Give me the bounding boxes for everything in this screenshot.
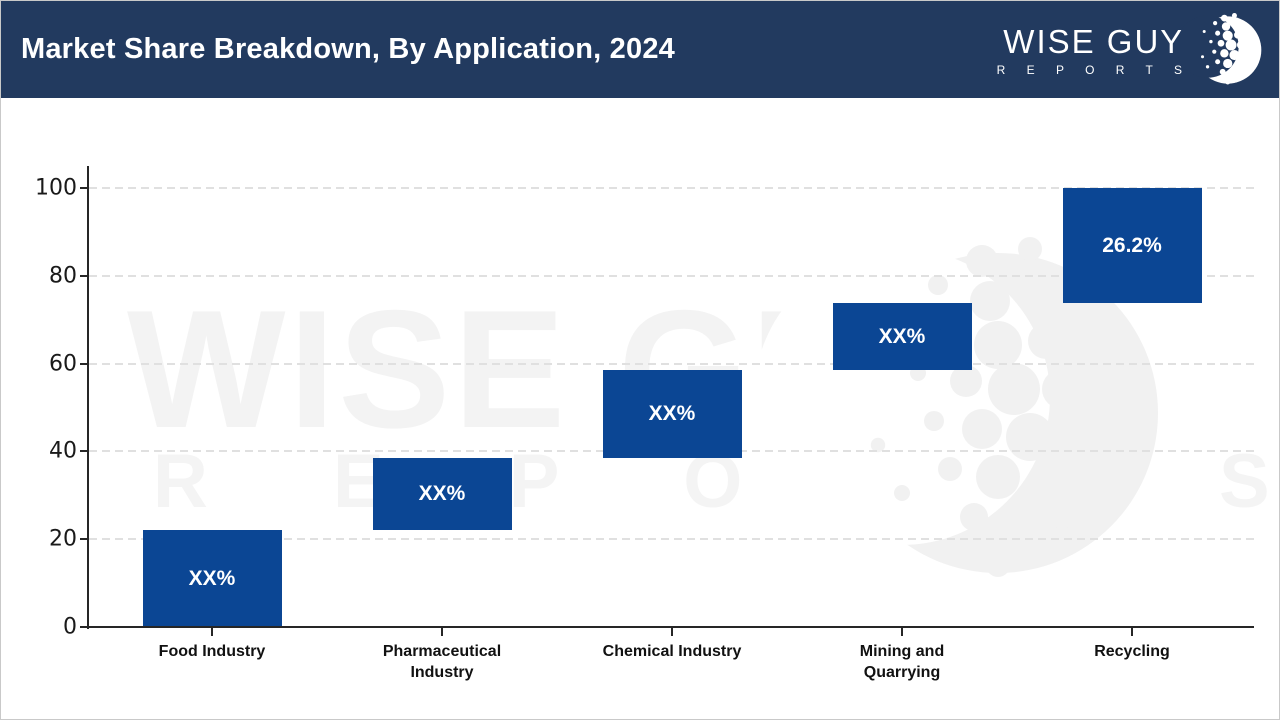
y-tick-60 — [80, 362, 88, 365]
bar-value-label-0: XX% — [188, 566, 236, 590]
bar-segment-1 — [372, 457, 512, 531]
y-tick-label-40: 40 — [49, 438, 77, 464]
x-tick-label-4: Recycling — [1094, 643, 1170, 660]
y-axis-line — [87, 166, 89, 629]
y-tick-40 — [80, 450, 88, 453]
x-tick-0 — [211, 628, 213, 636]
x-tick-label-3: Mining and Quarrying — [859, 643, 945, 682]
bar-value-label-2: XX% — [648, 402, 696, 426]
x-tick-3 — [901, 628, 903, 636]
page-title: Market Share Breakdown, By Application, … — [21, 33, 675, 65]
x-tick-label-0: Food Industry — [158, 643, 266, 660]
x-tick-label-2: Chemical Industry — [602, 643, 742, 660]
bar-segment-0 — [142, 530, 282, 627]
gridline-20 — [89, 538, 1254, 541]
wiseguy-logo: WISE GUY R E P O R T S — [997, 5, 1265, 95]
bar-segment-2 — [602, 370, 742, 458]
logo-name: WISE GUY — [1003, 23, 1185, 60]
gridline-60 — [89, 362, 1254, 365]
gridline-80 — [89, 274, 1254, 277]
y-tick-0 — [80, 626, 88, 628]
x-tick-2 — [671, 628, 673, 636]
x-tick-label-1: Pharmaceutical Industry — [382, 643, 502, 682]
x-tick-4 — [1131, 628, 1133, 636]
header-bar: Market Share Breakdown, By Application, … — [1, 1, 1279, 98]
y-tick-label-0: 0 — [63, 614, 77, 640]
y-tick-20 — [80, 538, 88, 541]
y-tick-label-20: 20 — [49, 526, 77, 552]
y-tick-80 — [80, 274, 88, 277]
logo-tagline: R E P O R T S — [996, 63, 1191, 77]
x-axis-line — [87, 626, 1254, 628]
y-tick-label-60: 60 — [49, 351, 77, 377]
gridline-100 — [89, 187, 1254, 189]
bar-value-label-3: XX% — [878, 324, 926, 348]
y-tick-label-100: 100 — [35, 175, 77, 201]
bar-value-label-1: XX% — [418, 482, 466, 506]
y-tick-100 — [80, 187, 88, 189]
x-tick-1 — [441, 628, 443, 636]
y-tick-label-80: 80 — [49, 263, 77, 289]
bar-value-label-4: 26.2% — [1102, 233, 1162, 257]
logo-text: WISE GUY R E P O R T S — [997, 23, 1191, 77]
